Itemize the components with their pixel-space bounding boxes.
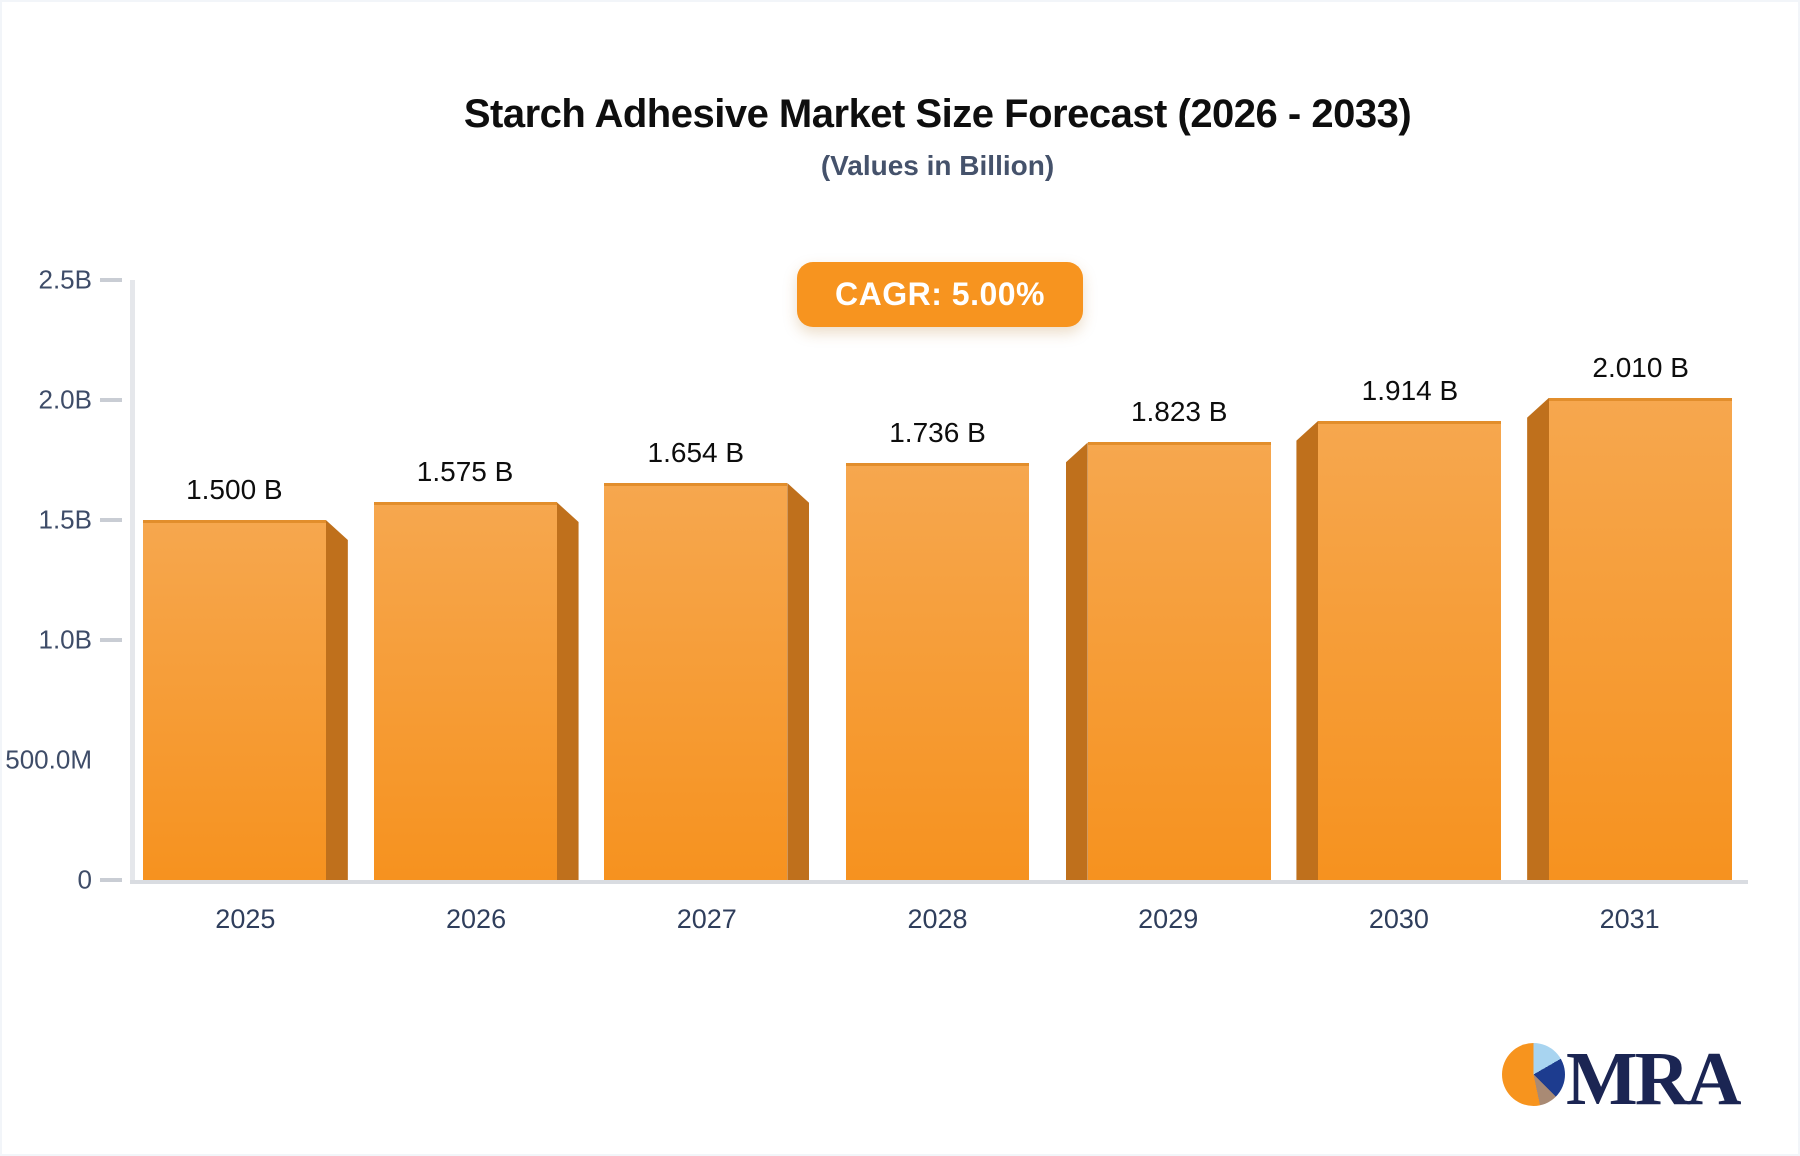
bar-value-label: 1.736 B: [889, 417, 986, 449]
x-axis-tick-label: 2027: [676, 904, 737, 934]
y-axis-tick-mark: [100, 638, 122, 642]
bar-2029[interactable]: [1087, 442, 1271, 880]
bar-3d-side-2031: [1527, 397, 1550, 880]
bar-2031[interactable]: [1549, 397, 1733, 880]
bar-3d-side-2027: [787, 483, 810, 880]
chart-title: Starch Adhesive Market Size Forecast (20…: [463, 92, 1412, 136]
company-logo[interactable]: MRA: [1502, 1034, 1762, 1124]
cagr-badge: CAGR: 5.00%: [797, 262, 1083, 327]
bar-2026[interactable]: [373, 502, 557, 880]
y-axis-tick-label: 2.0B: [38, 384, 93, 415]
bar-3d-side-2029: [1065, 442, 1088, 880]
pie-chart-logo-icon: [1502, 1043, 1565, 1106]
y-axis-tick-label: 1.0B: [38, 624, 93, 655]
y-axis-tick-mark: [100, 878, 122, 882]
bar-value-label: 1.500 B: [186, 474, 283, 505]
x-axis-tick-label: 2029: [1138, 904, 1199, 934]
bar-2027[interactable]: [604, 483, 788, 880]
x-axis-tick-label: 2031: [1599, 904, 1660, 934]
bar-value-label: 2.010 B: [1592, 351, 1689, 383]
plot-area: 1.500 B 1.575 B 1.654 B 1.736 B 1.823 B 1.914…: [130, 280, 1745, 880]
x-axis-tick-label: 2026: [446, 904, 507, 934]
bar-3d-side-2025: [325, 520, 348, 880]
bar-value-label: 1.654 B: [647, 437, 745, 469]
y-axis-tick-mark: [100, 518, 122, 522]
bar-2030[interactable]: [1318, 420, 1502, 880]
y-axis-tick-mark: [100, 398, 122, 402]
x-axis-baseline: [130, 880, 1748, 884]
x-axis-tick-label: 2030: [1368, 904, 1429, 934]
y-axis-tick-label: 1.5B: [38, 504, 93, 535]
x-axis-tick-label: 2028: [907, 904, 968, 934]
y-axis-tick-label: 500.0M: [5, 744, 92, 775]
bar-3d-side-2030: [1296, 420, 1319, 880]
bar-value-label: 1.823 B: [1130, 396, 1228, 428]
bar-value-label: 1.575 B: [416, 456, 514, 487]
bar-value-label: 1.914 B: [1361, 374, 1459, 406]
y-axis-line: [130, 280, 135, 882]
x-axis-tick-label: 2025: [215, 904, 276, 934]
y-axis-tick-mark: [100, 278, 122, 282]
y-axis-tick-label: 2.5B: [38, 264, 93, 295]
chart-subtitle: (Values in Billion): [820, 150, 1055, 181]
bar-2028[interactable]: [846, 463, 1029, 880]
y-axis-tick-label: 0: [77, 864, 92, 895]
bar-2025[interactable]: [142, 520, 326, 880]
bar-3d-side-2026: [556, 502, 579, 880]
logo-text: MRA: [1566, 1037, 1742, 1121]
